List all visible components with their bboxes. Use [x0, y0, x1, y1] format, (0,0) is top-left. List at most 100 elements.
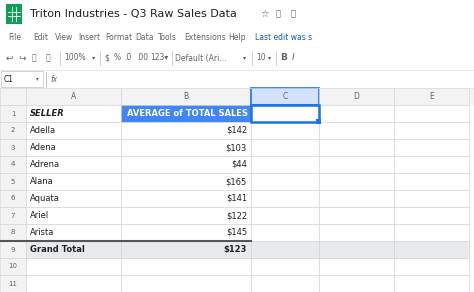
Bar	[394, 139, 469, 156]
Text: 3: 3	[11, 145, 15, 150]
Bar	[0, 258, 26, 275]
Bar	[251, 156, 319, 173]
Bar	[0, 88, 26, 105]
Bar	[319, 224, 394, 241]
Text: Insert: Insert	[78, 33, 100, 42]
Text: Triton Industries - Q3 Raw Sales Data: Triton Industries - Q3 Raw Sales Data	[30, 9, 237, 19]
Bar	[394, 122, 469, 139]
Bar	[394, 190, 469, 207]
Text: Aquata: Aquata	[30, 194, 60, 203]
Bar	[1, 71, 43, 87]
Bar	[251, 122, 319, 139]
Text: ☆: ☆	[260, 9, 269, 19]
Text: ↪: ↪	[18, 53, 26, 62]
Text: $122: $122	[226, 211, 247, 220]
Text: 9: 9	[11, 246, 15, 253]
Bar	[26, 241, 121, 258]
Text: Data: Data	[135, 33, 154, 42]
Text: .0: .0	[124, 53, 131, 62]
Text: $123: $123	[224, 245, 247, 254]
Bar	[316, 119, 321, 124]
Bar	[319, 156, 394, 173]
Bar	[394, 258, 469, 275]
Bar	[121, 139, 251, 156]
Bar	[251, 105, 319, 122]
Bar	[121, 88, 251, 105]
Text: Adella: Adella	[30, 126, 56, 135]
Text: E: E	[429, 92, 434, 101]
Bar	[319, 241, 394, 258]
Bar	[319, 105, 394, 122]
Bar	[0, 224, 26, 241]
Bar	[0, 190, 26, 207]
Bar	[0, 207, 26, 224]
Bar	[251, 88, 319, 105]
Text: ▾: ▾	[36, 77, 39, 81]
Text: AVERAGE of TOTAL SALES: AVERAGE of TOTAL SALES	[127, 109, 248, 118]
Bar	[0, 28, 474, 46]
Bar	[394, 224, 469, 241]
Text: ⛅: ⛅	[291, 10, 296, 18]
Text: Last edit was s: Last edit was s	[255, 33, 312, 42]
Bar	[251, 224, 319, 241]
Text: I: I	[292, 53, 295, 62]
Bar	[0, 241, 26, 258]
Text: 10: 10	[9, 263, 18, 270]
Text: $145: $145	[226, 228, 247, 237]
Text: Grand Total: Grand Total	[30, 245, 85, 254]
Bar	[319, 190, 394, 207]
Text: 4: 4	[11, 161, 15, 168]
Bar	[121, 190, 251, 207]
Bar	[394, 105, 469, 122]
Text: .00: .00	[136, 53, 148, 62]
Text: ▾: ▾	[92, 55, 95, 60]
Bar	[26, 258, 121, 275]
Text: File: File	[8, 33, 21, 42]
Bar	[319, 88, 394, 105]
Text: D: D	[354, 92, 359, 101]
Bar	[251, 190, 319, 207]
Bar	[121, 156, 251, 173]
Bar	[251, 105, 319, 122]
Text: ▾: ▾	[268, 55, 271, 60]
Bar	[0, 0, 474, 28]
Text: 2: 2	[11, 128, 15, 133]
Text: $141: $141	[226, 194, 247, 203]
Bar	[394, 156, 469, 173]
Bar	[26, 207, 121, 224]
Text: %: %	[114, 53, 121, 62]
Bar	[26, 139, 121, 156]
Bar	[121, 275, 251, 292]
Bar	[319, 173, 394, 190]
Bar	[0, 156, 26, 173]
Text: 100%: 100%	[64, 53, 86, 62]
Bar	[26, 173, 121, 190]
Text: 🖨: 🖨	[32, 53, 36, 62]
Text: Format: Format	[105, 33, 132, 42]
Bar	[251, 258, 319, 275]
Text: Adrena: Adrena	[30, 160, 60, 169]
Text: $142: $142	[226, 126, 247, 135]
Text: Default (Ari...: Default (Ari...	[175, 53, 227, 62]
Bar	[0, 139, 26, 156]
Bar	[251, 207, 319, 224]
Text: $165: $165	[226, 177, 247, 186]
Bar	[121, 173, 251, 190]
Text: Alana: Alana	[30, 177, 54, 186]
Bar	[394, 241, 469, 258]
Text: ↩: ↩	[6, 53, 13, 62]
Bar	[26, 156, 121, 173]
Bar	[26, 88, 121, 105]
Bar	[0, 105, 26, 122]
Bar	[319, 122, 394, 139]
Bar	[251, 173, 319, 190]
Text: fx: fx	[50, 74, 57, 84]
Bar	[26, 275, 121, 292]
Text: 7: 7	[11, 213, 15, 218]
Bar	[6, 4, 22, 24]
Bar	[26, 190, 121, 207]
Text: $: $	[104, 53, 109, 62]
Bar	[0, 46, 474, 70]
Bar	[319, 275, 394, 292]
Text: 🎨: 🎨	[46, 53, 51, 62]
